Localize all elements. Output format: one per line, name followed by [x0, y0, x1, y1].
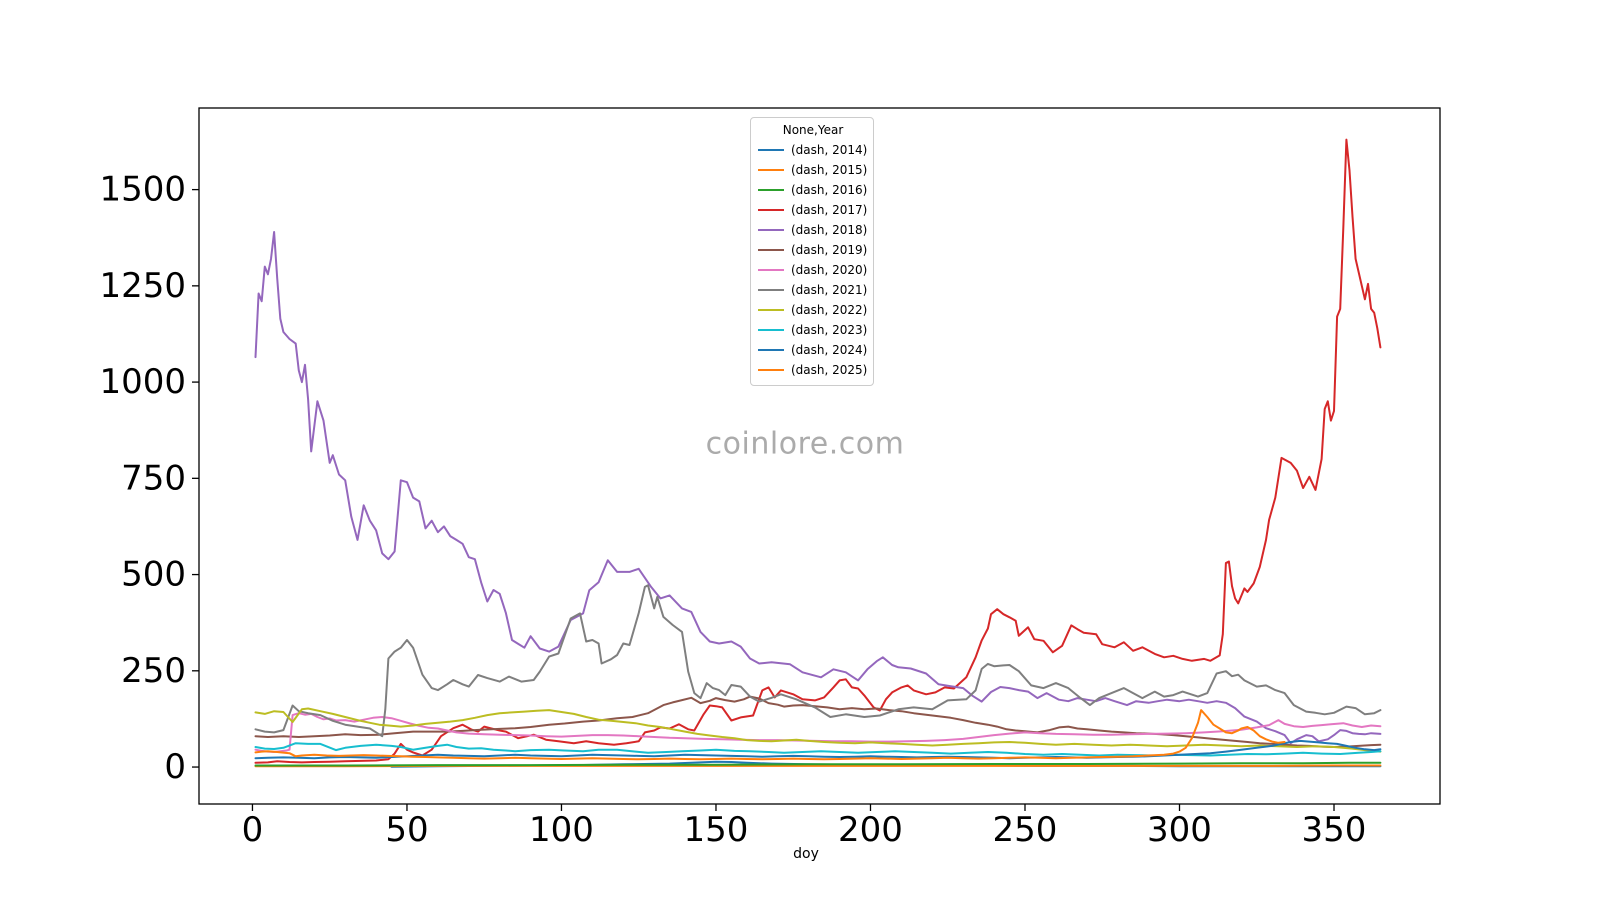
watermark: coinlore.com	[705, 426, 905, 462]
legend-label: (dash, 2023)	[791, 323, 868, 337]
x-tick-label: 50	[385, 810, 428, 850]
legend-entry-dash-2021: (dash, 2021)	[758, 280, 868, 300]
legend-label: (dash, 2016)	[791, 183, 868, 197]
legend-entry-dash-2025: (dash, 2025)	[758, 360, 868, 380]
legend-entries: (dash, 2014) (dash, 2015) (dash, 2016) (das…	[758, 140, 868, 380]
x-tick-label: 300	[1147, 810, 1212, 850]
legend-label: (dash, 2018)	[791, 223, 868, 237]
legend-line-swatch	[758, 328, 784, 332]
legend-label: (dash, 2024)	[791, 343, 868, 357]
legend-line-swatch	[758, 288, 784, 292]
x-tick-label: 350	[1302, 810, 1367, 850]
x-tick-label: 200	[838, 810, 903, 850]
y-tick-label: 1250	[99, 266, 186, 306]
series-line-dash-2024	[254, 739, 1382, 760]
y-tick-label: 500	[121, 555, 186, 595]
y-tick-label: 1500	[99, 170, 186, 210]
y-tick-label: 250	[121, 651, 186, 691]
series-line-dash-2020	[254, 712, 1382, 753]
legend-line-swatch	[758, 348, 784, 352]
x-tick-label: 150	[684, 810, 749, 850]
series-line-dash-2016	[254, 761, 1382, 767]
legend-label: (dash, 2017)	[791, 203, 868, 217]
y-tick-label: 750	[121, 458, 186, 498]
legend-line-swatch	[758, 248, 784, 252]
x-axis-label: doy	[793, 846, 819, 862]
legend-entry-dash-2019: (dash, 2019)	[758, 240, 868, 260]
legend-entry-dash-2024: (dash, 2024)	[758, 340, 868, 360]
series-line-dash-2017	[254, 138, 1382, 764]
legend-line-swatch	[758, 208, 784, 212]
x-tick-label: 250	[993, 810, 1058, 850]
x-tick-label: 100	[529, 810, 594, 850]
legend-entry-dash-2014: (dash, 2014)	[758, 140, 868, 160]
legend-entry-dash-2016: (dash, 2016)	[758, 180, 868, 200]
legend-label: (dash, 2021)	[791, 283, 868, 297]
legend-line-swatch	[758, 188, 784, 192]
legend-entry-dash-2020: (dash, 2020)	[758, 260, 868, 280]
legend-line-swatch	[758, 148, 784, 152]
legend-line-swatch	[758, 308, 784, 312]
legend-entry-dash-2015: (dash, 2015)	[758, 160, 868, 180]
legend-entry-dash-2018: (dash, 2018)	[758, 220, 868, 240]
series-line-dash-2021	[254, 584, 1382, 738]
legend-title: None,Year	[782, 123, 844, 137]
legend-line-swatch	[758, 168, 784, 172]
series-line-dash-2018	[254, 231, 1382, 745]
legend-entry-dash-2017: (dash, 2017)	[758, 200, 868, 220]
legend-line-swatch	[758, 268, 784, 272]
legend-line-swatch	[758, 368, 784, 372]
legend-label: (dash, 2015)	[791, 163, 868, 177]
legend-label: (dash, 2019)	[791, 243, 868, 257]
legend-label: (dash, 2022)	[791, 303, 868, 317]
legend-line-swatch	[758, 228, 784, 232]
legend-label: (dash, 2014)	[791, 143, 868, 157]
x-tick-label: 0	[242, 810, 264, 850]
legend-entry-dash-2023: (dash, 2023)	[758, 320, 868, 340]
series-line-dash-2022	[254, 707, 1382, 753]
legend: None,Year (dash, 2014) (dash, 2015) (dash,…	[750, 117, 874, 386]
legend-label: (dash, 2025)	[791, 363, 868, 377]
y-tick-label: 0	[164, 747, 186, 787]
plot-frame	[198, 107, 1441, 805]
legend-entry-dash-2022: (dash, 2022)	[758, 300, 868, 320]
y-tick-label: 1000	[99, 362, 186, 402]
series-line-dash-2025	[254, 709, 1286, 761]
legend-label: (dash, 2020)	[791, 263, 868, 277]
series-line-dash-2019	[254, 695, 1382, 748]
